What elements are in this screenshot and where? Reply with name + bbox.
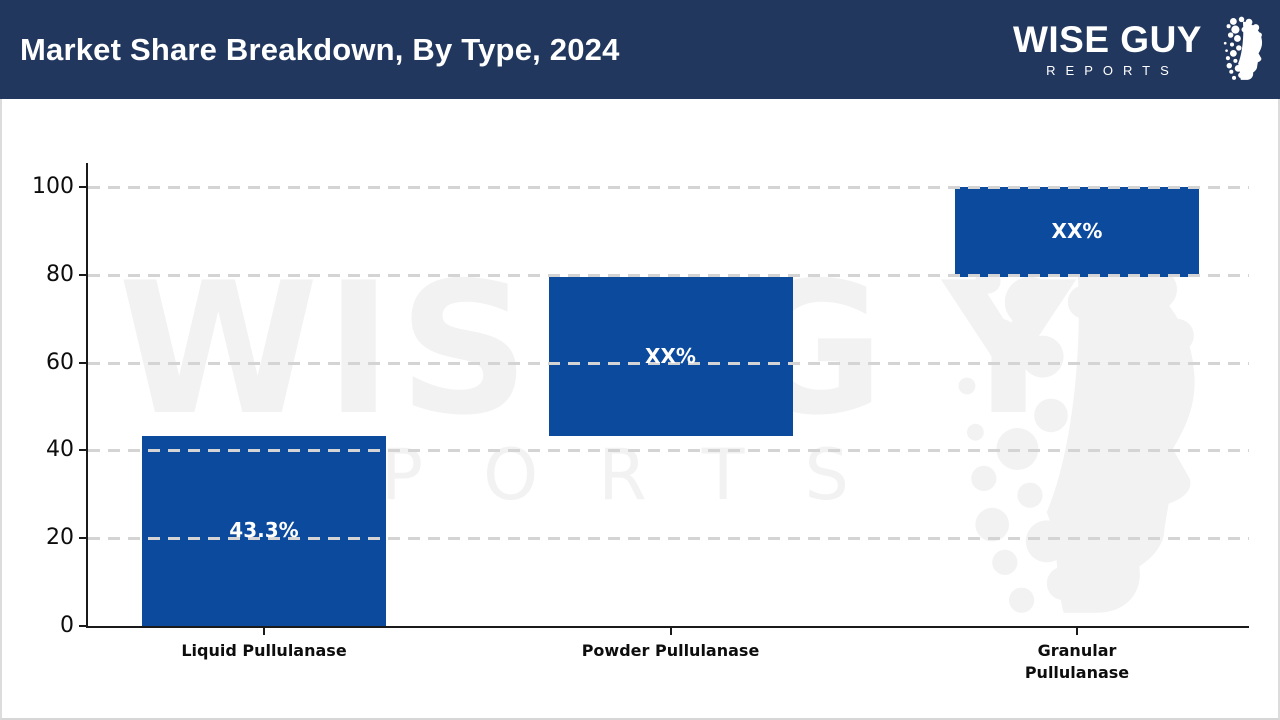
bar-value-label: 43.3% — [229, 517, 299, 542]
bar-value-label: XX% — [645, 343, 696, 368]
header-bar: Market Share Breakdown, By Type, 2024 WI… — [0, 0, 1280, 99]
y-tick-label-40: 40 — [46, 437, 74, 463]
y-tickmark-60 — [79, 361, 86, 364]
bar-segment — [548, 277, 793, 436]
x-tickmark — [263, 628, 265, 635]
brand-logo-text: WISE GUY REPORTS — [1013, 21, 1202, 78]
y-tick-label-80: 80 — [46, 261, 74, 287]
page-title: Market Share Breakdown, By Type, 2024 — [20, 31, 620, 67]
gridline-80 — [88, 273, 1249, 277]
bar-segment — [142, 435, 386, 626]
y-tick-label-20: 20 — [46, 525, 74, 551]
x-axis-line — [86, 626, 1249, 628]
x-category-label: Liquid Pullulanase — [181, 641, 347, 660]
y-tickmark-0 — [79, 625, 86, 627]
dotted-head-icon — [1223, 16, 1263, 80]
gridline-40 — [88, 449, 1249, 453]
bar-value-label: XX% — [1051, 219, 1103, 244]
x-tickmark — [669, 628, 672, 635]
y-tickmark-80 — [79, 273, 86, 276]
y-tickmark-100 — [79, 186, 86, 188]
y-tickmark-20 — [79, 537, 86, 540]
y-axis-line — [86, 163, 88, 628]
y-tick-label-60: 60 — [46, 349, 74, 375]
gridline-20 — [88, 537, 1249, 541]
y-tick-label-100: 100 — [32, 174, 74, 199]
x-category-label: Granular Pullulanase — [1024, 641, 1130, 682]
brand-logo: WISE GUY REPORTS — [1013, 8, 1266, 92]
brand-name: WISE GUY — [1012, 19, 1202, 60]
x-category-label: Powder Pullulanase — [581, 641, 760, 660]
y-tick-label-0: 0 — [60, 613, 74, 638]
gridline-60 — [88, 361, 1249, 365]
y-tickmark-40 — [79, 449, 86, 452]
x-tickmark — [1076, 628, 1078, 635]
brand-subtitle: REPORTS — [1046, 63, 1179, 78]
gridline-100 — [88, 186, 1249, 189]
